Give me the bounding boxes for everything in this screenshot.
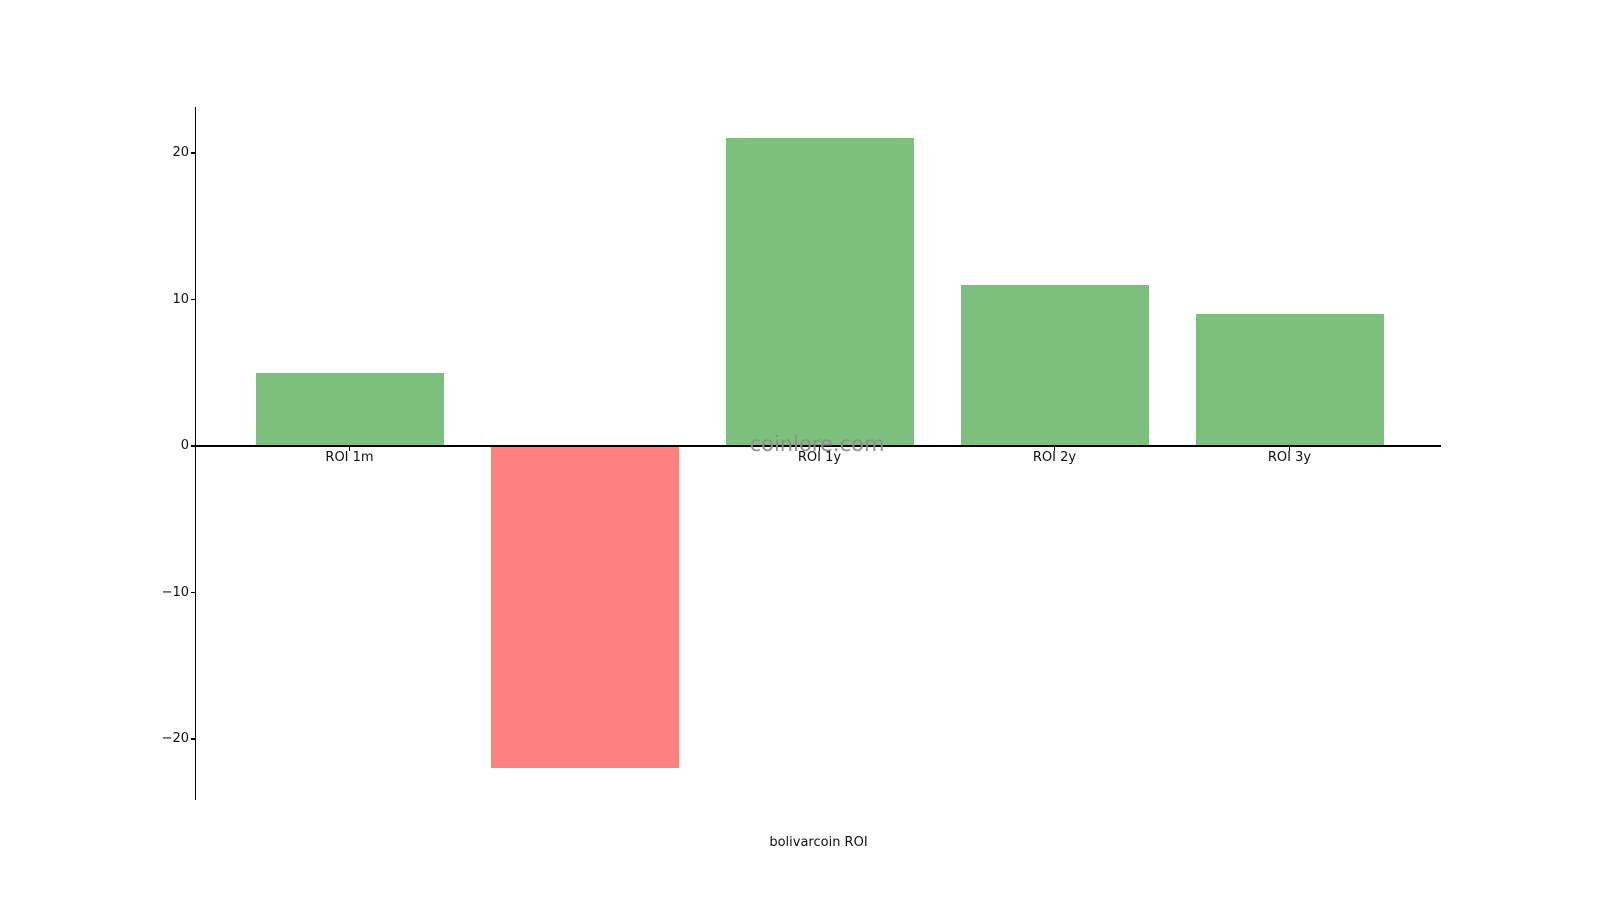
y-axis-line xyxy=(194,107,197,800)
x-tick-mark xyxy=(1053,446,1056,451)
x-tick-mark xyxy=(818,446,821,451)
bar-unlabeled xyxy=(490,446,679,769)
y-tick-mark xyxy=(190,298,195,301)
y-tick-label: 10 xyxy=(172,291,189,307)
y-tick-label: −10 xyxy=(161,584,189,600)
bar-roi-1y xyxy=(725,138,914,446)
x-tick-label: ROI 3y xyxy=(1267,449,1312,465)
bar-roi-3y xyxy=(1195,314,1384,446)
x-tick-mark xyxy=(348,446,351,451)
bar-roi-1m xyxy=(255,372,444,446)
x-tick-label: ROI 1m xyxy=(325,449,374,465)
x-tick-label: ROI 2y xyxy=(1032,449,1077,465)
y-tick-label: 20 xyxy=(172,145,189,160)
y-tick-label: 0 xyxy=(180,438,189,453)
y-tick-mark xyxy=(190,152,195,154)
y-tick-label: −20 xyxy=(161,731,189,746)
y-tick-mark xyxy=(190,445,195,447)
x-tick-label: ROI 1y xyxy=(797,449,842,465)
y-tick-mark xyxy=(190,591,195,594)
x-tick-mark xyxy=(1288,446,1291,451)
bar-roi-2y xyxy=(960,284,1149,446)
watermark: coinlore.com xyxy=(749,432,885,456)
chart-xlabel: bolivarcoin ROI xyxy=(769,835,868,850)
x-axis-zero-line xyxy=(194,445,1441,447)
y-tick-mark xyxy=(190,738,195,740)
